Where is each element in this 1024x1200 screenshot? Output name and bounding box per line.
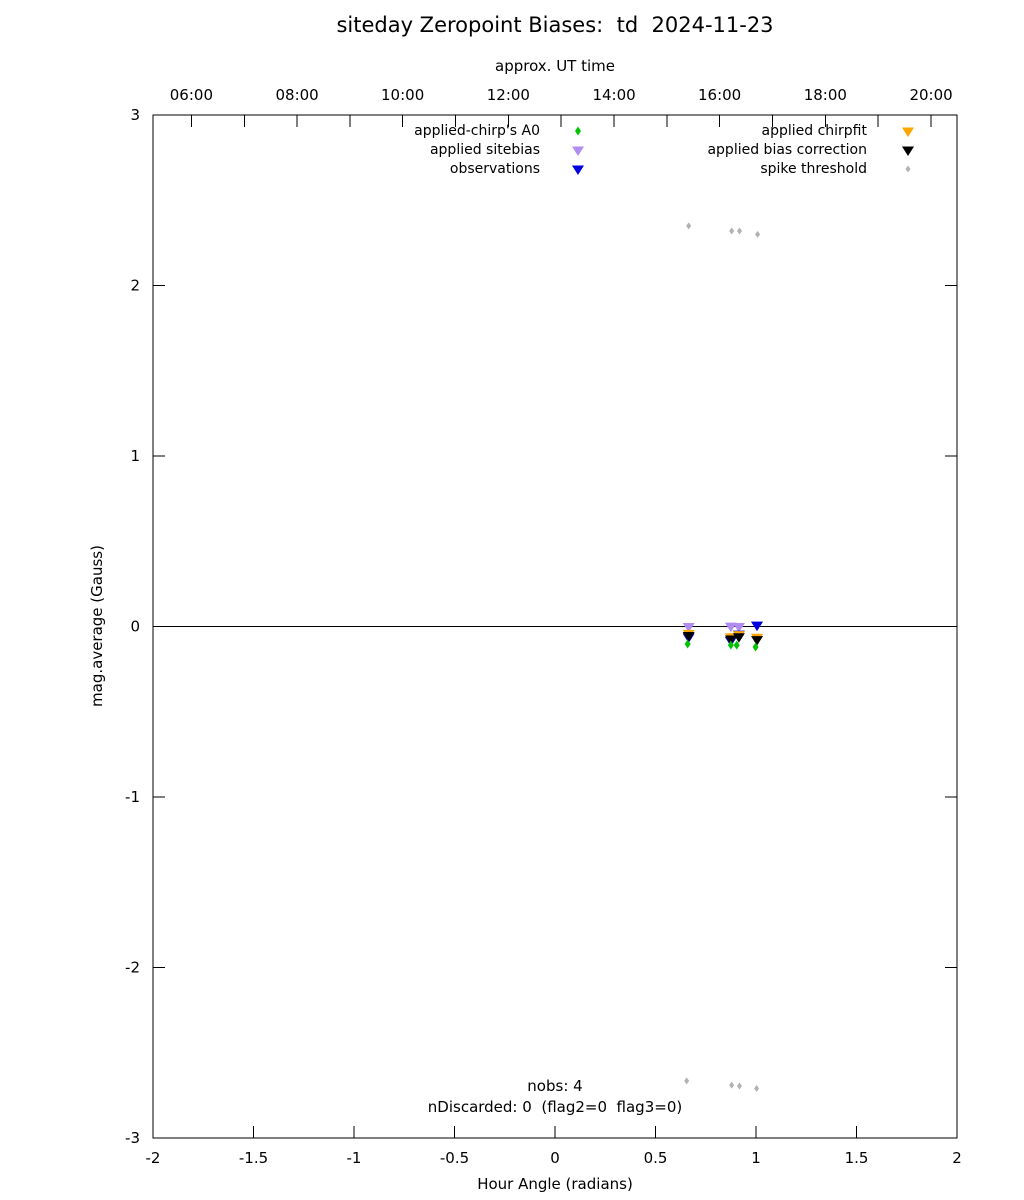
marker-observations bbox=[751, 621, 764, 632]
legend-marker-applied-bias-correction-icon bbox=[902, 146, 914, 156]
x2-tick-label: 12:00 bbox=[487, 86, 530, 104]
ndiscarded-annotation: nDiscarded: 0 (flag2=0 flag3=0) bbox=[427, 1098, 683, 1116]
legend-label-applied-chirpfit: applied chirpfit bbox=[761, 123, 868, 139]
x2-tick-label: 18:00 bbox=[804, 86, 847, 104]
x-tick-label: -1 bbox=[347, 1149, 362, 1167]
marker-applied-chirp-s-a0 bbox=[752, 642, 759, 652]
y-tick-label: 1 bbox=[130, 447, 140, 465]
marker-applied-bias-correction bbox=[724, 635, 737, 645]
y-tick-label: -1 bbox=[125, 788, 140, 806]
x-tick-label: 0 bbox=[550, 1149, 560, 1167]
marker-spike-threshold bbox=[737, 1082, 743, 1090]
legend-glyph bbox=[902, 127, 914, 137]
marker-applied-bias-correction bbox=[751, 636, 764, 646]
marker-applied-sitebias bbox=[732, 623, 745, 633]
y-tick-label: 2 bbox=[130, 277, 140, 295]
x-tick-label: 1 bbox=[751, 1149, 761, 1167]
y-tick-label: 3 bbox=[130, 106, 140, 124]
x-tick-label: -0.5 bbox=[440, 1149, 469, 1167]
legend-label-spike-threshold: spike threshold bbox=[760, 161, 867, 177]
x2-tick-label: 14:00 bbox=[592, 86, 635, 104]
chart-title: siteday Zeropoint Biases: td 2024-11-23 bbox=[336, 13, 774, 37]
legend-glyph bbox=[905, 165, 911, 173]
y-tick-label: -3 bbox=[125, 1129, 140, 1147]
marker-applied-chirp-s-a0 bbox=[727, 640, 734, 650]
x2-tick-label: 10:00 bbox=[381, 86, 424, 104]
nobs-annotation: nobs: 4 bbox=[527, 1077, 583, 1095]
x-axis-title: Hour Angle (radians) bbox=[477, 1175, 633, 1193]
legend-label-applied-bias-correction: applied bias correction bbox=[707, 142, 867, 158]
marker-spike-threshold bbox=[754, 1085, 760, 1093]
y-tick-label: 0 bbox=[130, 618, 140, 636]
y-axis-title: mag.average (Gauss) bbox=[88, 545, 106, 707]
x2-tick-label: 20:00 bbox=[909, 86, 952, 104]
x-tick-label: -2 bbox=[146, 1149, 161, 1167]
x-tick-label: 2 bbox=[952, 1149, 962, 1167]
legend-glyph bbox=[572, 146, 584, 156]
marker-spike-threshold bbox=[729, 227, 735, 235]
legend-label-observations: observations bbox=[449, 161, 540, 177]
marker-applied-bias-correction bbox=[682, 632, 695, 642]
marker-applied-chirp-s-a0 bbox=[733, 640, 740, 650]
x-tick-label: -1.5 bbox=[239, 1149, 268, 1167]
marker-spike-threshold bbox=[737, 227, 743, 235]
y-tick-label: -2 bbox=[125, 959, 140, 977]
legend-label-applied-sitebias: applied sitebias bbox=[429, 142, 540, 158]
x2-tick-label: 16:00 bbox=[698, 86, 741, 104]
legend-glyph bbox=[902, 146, 914, 156]
legend-marker-applied-chirps-a0-icon bbox=[575, 126, 581, 136]
x2-tick-label: 08:00 bbox=[275, 86, 318, 104]
marker-applied-sitebias bbox=[682, 623, 695, 633]
marker-spike-threshold bbox=[686, 222, 692, 230]
legend-marker-applied-chirpfit-icon bbox=[902, 127, 914, 137]
top-axis-title: approx. UT time bbox=[495, 57, 615, 75]
marker-spike-threshold bbox=[729, 1081, 735, 1089]
legend-glyph bbox=[575, 126, 581, 136]
marker-applied-bias-correction bbox=[732, 633, 745, 643]
legend-marker-applied-sitebias-icon bbox=[572, 146, 584, 156]
legend-glyph bbox=[572, 165, 584, 175]
marker-applied-sitebias bbox=[724, 622, 737, 633]
legend-marker-spike-threshold-icon bbox=[905, 165, 911, 173]
x-tick-label: 1.5 bbox=[845, 1149, 869, 1167]
x2-tick-label: 06:00 bbox=[170, 86, 213, 104]
legend-marker-observations-icon bbox=[572, 165, 584, 175]
marker-spike-threshold bbox=[755, 230, 761, 238]
marker-applied-chirp-s-a0 bbox=[684, 639, 691, 649]
legend-label-applied-chirps-a0: applied-chirp's A0 bbox=[414, 123, 540, 139]
x-tick-label: 0.5 bbox=[644, 1149, 668, 1167]
marker-spike-threshold bbox=[684, 1077, 690, 1085]
